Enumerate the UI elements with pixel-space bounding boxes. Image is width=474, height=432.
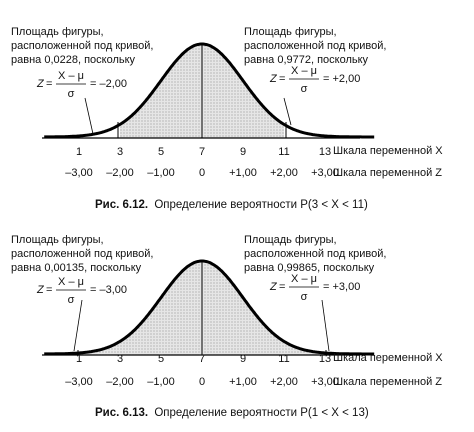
z-axis-label: Шкала переменной Z bbox=[333, 376, 442, 388]
figure-6-12: Площадь фигуры, расположенной под кривой… bbox=[11, 26, 443, 211]
left-note-line-2: расположенной под кривой, bbox=[11, 40, 153, 52]
z-tick-label: +1,00 bbox=[229, 376, 257, 388]
svg-text:Z: Z bbox=[36, 78, 45, 90]
x-axis-label: Шкала переменной X bbox=[333, 145, 443, 157]
x-tick-label: 11 bbox=[278, 146, 289, 158]
svg-text:=: = bbox=[46, 78, 52, 90]
x-tick-label: 7 bbox=[199, 146, 205, 158]
svg-text:Z: Z bbox=[269, 281, 278, 293]
z-tick-label: –3,00 bbox=[65, 167, 93, 179]
caption-text: Определение вероятности P(3 < X < 11) bbox=[154, 199, 368, 211]
figure-caption: Рис. 6.12. Определение вероятности P(3 <… bbox=[95, 199, 368, 211]
x-tick-label: 5 bbox=[158, 146, 164, 158]
x-tick-label: 3 bbox=[117, 353, 123, 365]
svg-text:=: = bbox=[279, 281, 285, 293]
x-tick-labels: 1 3 5 7 9 11 13 bbox=[76, 353, 331, 365]
svg-text:=: = bbox=[279, 73, 285, 85]
z-tick-label: –1,00 bbox=[147, 167, 175, 179]
left-note-line-1: Площадь фигуры, bbox=[11, 234, 104, 246]
right-note-line-1: Площадь фигуры, bbox=[244, 26, 337, 38]
z-tick-label: –2,00 bbox=[106, 167, 134, 179]
svg-text:=: = bbox=[46, 284, 52, 296]
left-formula: Z = X – μ σ = –2,00 bbox=[36, 70, 127, 100]
x-tick-label: 13 bbox=[319, 353, 331, 365]
right-note-line-2: расположенной под кривой, bbox=[244, 248, 386, 260]
x-tick-label: 9 bbox=[240, 353, 246, 365]
formula-result: = –2,00 bbox=[90, 78, 127, 90]
caption-number: Рис. 6.13. bbox=[95, 407, 148, 419]
x-tick-label: 3 bbox=[117, 146, 123, 158]
right-pointer bbox=[321, 299, 330, 352]
z-tick-label: –2,00 bbox=[106, 376, 134, 388]
left-note-line-2: расположенной под кривой, bbox=[11, 248, 153, 260]
formula-denominator: σ bbox=[301, 291, 308, 303]
right-formula: Z = X – μ σ = +3,00 bbox=[269, 273, 360, 303]
svg-text:Z: Z bbox=[269, 73, 278, 85]
formula-result: = +3,00 bbox=[323, 281, 360, 293]
caption-text: Определение вероятности P(1 < X < 13) bbox=[154, 407, 369, 419]
right-note-line-3: равна 0,99865, поскольку bbox=[244, 262, 375, 274]
z-tick-label: +3,00 bbox=[311, 376, 339, 388]
right-note-line-3: равна 0,9772, поскольку bbox=[244, 54, 369, 66]
left-pointer bbox=[73, 299, 83, 352]
right-note-line-1: Площадь фигуры, bbox=[244, 234, 337, 246]
x-tick-label: 1 bbox=[76, 146, 82, 158]
left-note-line-3: равна 0,00135, поскольку bbox=[11, 262, 142, 274]
z-axis-label: Шкала переменной Z bbox=[333, 167, 442, 179]
z-tick-label: 0 bbox=[199, 376, 205, 388]
z-tick-labels: –3,00 –2,00 –1,00 0 +1,00 +2,00 +3,00 bbox=[65, 376, 339, 388]
x-tick-label: 5 bbox=[158, 353, 164, 365]
normal-curve bbox=[44, 42, 375, 139]
formula-numerator: X – μ bbox=[291, 273, 317, 285]
z-tick-label: +1,00 bbox=[229, 167, 257, 179]
formula-denominator: σ bbox=[68, 294, 75, 306]
z-tick-label: 0 bbox=[199, 167, 205, 179]
formula-result: = +2,00 bbox=[323, 73, 360, 85]
x-axis-label: Шкала переменной X bbox=[333, 352, 443, 364]
x-tick-label: 7 bbox=[199, 353, 205, 365]
right-formula: Z = X – μ σ = +2,00 bbox=[269, 65, 360, 95]
z-tick-labels: –3,00 –2,00 –1,00 0 +1,00 +2,00 +3,00 bbox=[65, 167, 339, 179]
z-tick-label: +2,00 bbox=[270, 167, 298, 179]
x-tick-label: 9 bbox=[240, 146, 246, 158]
x-tick-label: 1 bbox=[76, 353, 82, 365]
formula-result: = –3,00 bbox=[90, 284, 127, 296]
right-pointer bbox=[283, 97, 292, 126]
x-tick-labels: 1 3 5 7 9 11 13 bbox=[76, 146, 331, 158]
formula-numerator: X – μ bbox=[291, 65, 317, 77]
normal-curve bbox=[44, 259, 375, 356]
svg-text:Z: Z bbox=[36, 284, 45, 296]
figure-caption: Рис. 6.13. Определение вероятности P(1 <… bbox=[95, 407, 369, 419]
caption-number: Рис. 6.12. bbox=[95, 199, 148, 211]
x-tick-label: 13 bbox=[319, 146, 331, 158]
left-formula: Z = X – μ σ = –3,00 bbox=[36, 276, 127, 306]
figure-6-13: Площадь фигуры, расположенной под кривой… bbox=[11, 234, 443, 419]
x-tick-label: 11 bbox=[278, 353, 289, 365]
z-tick-label: +3,00 bbox=[311, 167, 339, 179]
formula-numerator: X – μ bbox=[58, 276, 84, 288]
left-pointer bbox=[84, 97, 94, 135]
formula-denominator: σ bbox=[301, 83, 308, 95]
left-note-line-1: Площадь фигуры, bbox=[11, 26, 104, 38]
formula-numerator: X – μ bbox=[58, 70, 84, 82]
left-note-line-3: равна 0,0228, поскольку bbox=[11, 54, 136, 66]
z-tick-label: –3,00 bbox=[65, 376, 93, 388]
right-note-line-2: расположенной под кривой, bbox=[244, 40, 386, 52]
formula-denominator: σ bbox=[68, 88, 75, 100]
z-tick-label: –1,00 bbox=[147, 376, 175, 388]
z-tick-label: +2,00 bbox=[270, 376, 298, 388]
